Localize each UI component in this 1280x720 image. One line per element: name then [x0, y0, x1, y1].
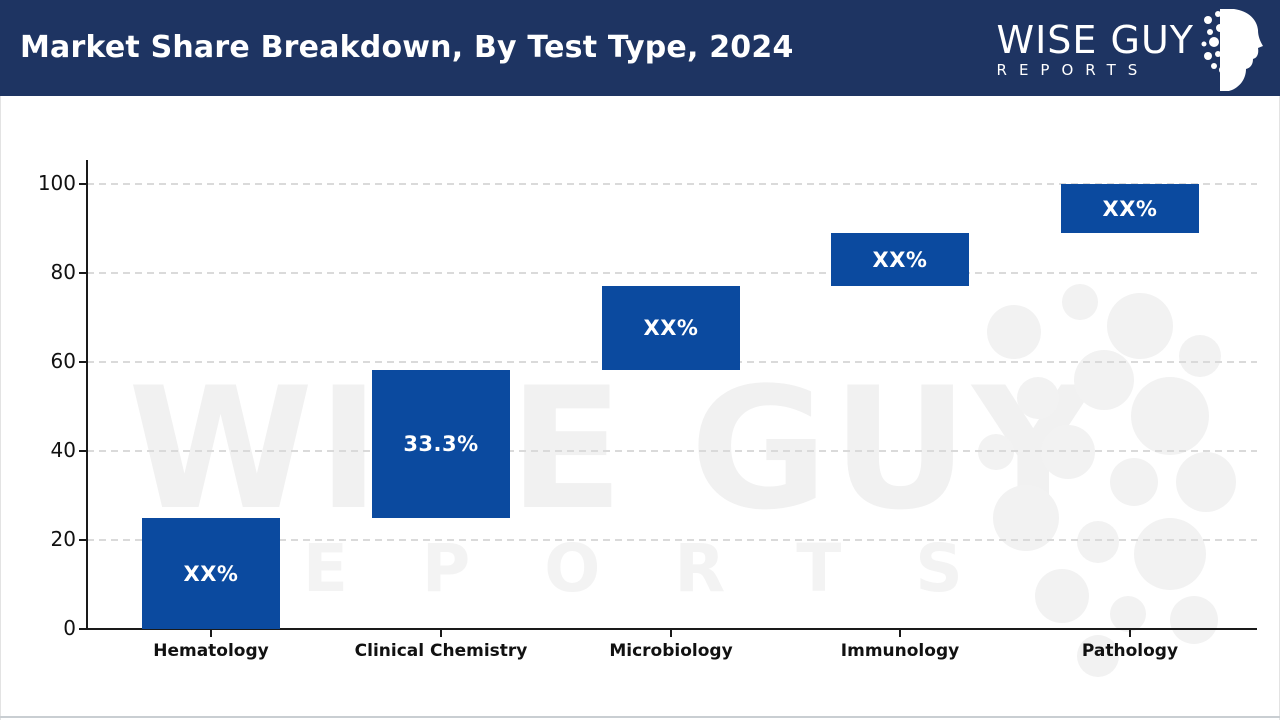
- bar-value-label: XX%: [872, 247, 928, 272]
- y-tick-label-100: 100: [37, 171, 76, 195]
- gridline-40: [87, 450, 1257, 452]
- y-tick-label-60: 60: [50, 349, 76, 373]
- y-tick-mark-0: [79, 628, 87, 630]
- y-tick-mark-20: [79, 539, 87, 541]
- y-tick-label-80: 80: [50, 260, 76, 284]
- x-tick-mark-1: [440, 629, 442, 637]
- watermark-wordmark: WISE GUY: [128, 351, 1099, 547]
- bar-value-label: XX%: [1102, 196, 1158, 221]
- logo-head-icon: [1201, 9, 1263, 91]
- category-label-4: Pathology: [1081, 641, 1179, 661]
- logo-subtitle: REPORTS: [996, 60, 1150, 79]
- logo-text: WISE GUY REPORTS: [997, 20, 1194, 79]
- bar-clinical-chemistry: 33.3%: [372, 370, 510, 518]
- category-label-1: Clinical Chemistry: [354, 641, 528, 661]
- y-tick-mark-60: [79, 361, 87, 363]
- y-axis-line: [86, 160, 88, 630]
- bar-microbiology: XX%: [602, 286, 740, 370]
- wise-guy-reports-logo: WISE GUY REPORTS: [997, 8, 1268, 91]
- x-tick-mark-2: [670, 629, 672, 637]
- x-tick-mark-0: [210, 629, 212, 637]
- bar-value-label: XX%: [183, 561, 239, 586]
- y-tick-label-0: 0: [63, 616, 76, 640]
- page-border-bottom: [0, 716, 1280, 718]
- category-label-3: Immunology: [840, 641, 960, 661]
- y-tick-mark-100: [79, 183, 87, 185]
- bar-immunology: XX%: [831, 233, 969, 286]
- bar-value-label: XX%: [643, 316, 699, 340]
- logo-wordmark: WISE GUY: [996, 17, 1194, 62]
- bar-hematology: XX%: [142, 518, 280, 629]
- header-bar: Market Share Breakdown, By Test Type, 20…: [0, 0, 1280, 96]
- y-tick-label-40: 40: [50, 438, 76, 462]
- bar-value-label: 33.3%: [403, 432, 479, 456]
- gridline-80: [87, 272, 1257, 274]
- watermark-head-icon: [978, 284, 1236, 677]
- y-tick-mark-40: [79, 450, 87, 452]
- gridline-20: [87, 539, 1257, 541]
- category-label-0: Hematology: [153, 641, 269, 661]
- page-border-left: [0, 96, 1, 720]
- y-tick-label-20: 20: [50, 527, 76, 551]
- watermark-subtitle: REPORTS: [178, 530, 1037, 607]
- chart-title: Market Share Breakdown, By Test Type, 20…: [20, 30, 794, 65]
- y-tick-mark-80: [79, 272, 87, 274]
- x-tick-mark-4: [1129, 629, 1131, 637]
- bar-pathology: XX%: [1061, 184, 1199, 233]
- category-label-2: Microbiology: [609, 641, 733, 661]
- gridline-100: [87, 183, 1257, 185]
- x-tick-mark-3: [899, 629, 901, 637]
